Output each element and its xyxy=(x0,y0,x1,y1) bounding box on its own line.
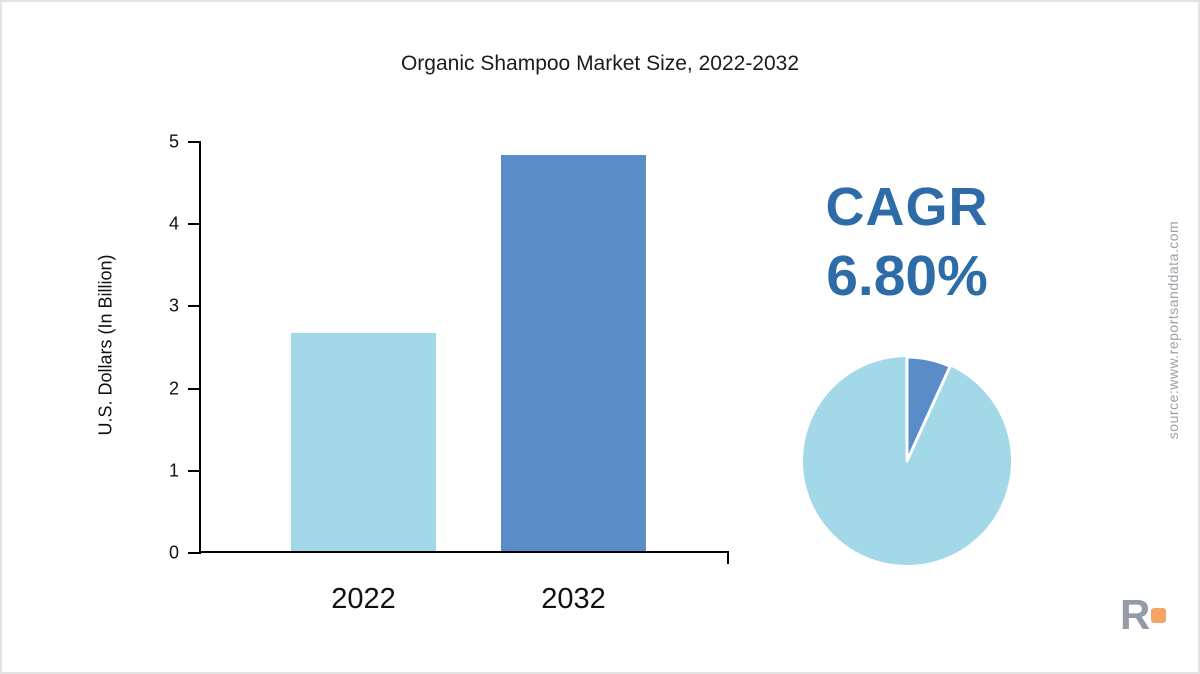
y-axis-tick xyxy=(188,387,201,390)
cagr-block: CAGR 6.80% xyxy=(767,180,1047,305)
y-axis-tick-label: 4 xyxy=(168,213,179,234)
chart-title: Organic Shampoo Market Size, 2022-2032 xyxy=(400,52,800,75)
y-axis-tick xyxy=(188,141,201,143)
y-axis-tick-label: 5 xyxy=(168,131,179,152)
bar-chart-plot-area: 0 1 2 3 4 5 2022 2032 xyxy=(169,132,729,615)
y-axis-label: U.S. Dollars (In Billion) xyxy=(95,254,116,436)
pie-chart xyxy=(798,352,1016,575)
y-axis-tick xyxy=(188,552,201,554)
x-axis-tick-label: 2022 xyxy=(331,583,396,615)
y-axis-tick-label: 2 xyxy=(168,378,179,399)
x-axis-tick-label: 2032 xyxy=(541,583,606,615)
source-watermark: source:www.reportsanddata.com xyxy=(1165,220,1181,440)
brand-logo: R xyxy=(1120,591,1167,638)
y-axis-tick-label: 1 xyxy=(168,460,179,481)
pie-chart-svg xyxy=(803,355,1011,565)
pie-slice-cagr xyxy=(905,355,952,463)
brand-logo-dot-icon xyxy=(1151,607,1167,623)
y-axis-tick-label: 0 xyxy=(168,542,179,563)
y-axis-tick xyxy=(188,469,201,472)
y-axis-tick xyxy=(188,305,201,308)
bar-2022 xyxy=(291,333,436,551)
cagr-value: 6.80% xyxy=(826,244,988,308)
y-axis-tick xyxy=(188,223,201,226)
y-axis-tick-label: 3 xyxy=(168,295,179,316)
brand-logo-letter: R xyxy=(1120,591,1151,638)
bar-2032 xyxy=(501,154,646,551)
cagr-label: CAGR xyxy=(825,177,989,237)
x-axis-end-tick xyxy=(727,551,729,564)
